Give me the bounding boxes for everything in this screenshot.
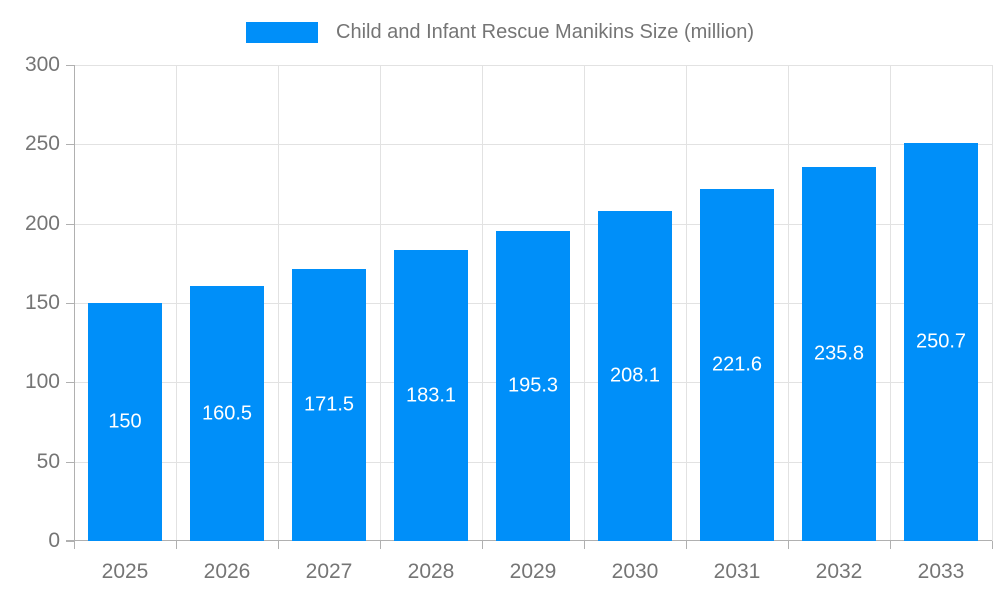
y-axis-tick <box>66 303 74 304</box>
x-axis-tick-label: 2032 <box>815 560 863 583</box>
x-axis-tick-label: 2025 <box>101 560 149 583</box>
y-axis-tick-label: 250 <box>24 132 60 156</box>
x-axis-tick <box>788 541 789 549</box>
y-axis-tick-label: 100 <box>24 370 60 394</box>
y-axis-tick <box>66 461 74 463</box>
x-axis-tick <box>278 541 279 549</box>
x-axis-tick <box>74 541 75 549</box>
x-axis-tick <box>890 541 891 549</box>
legend[interactable]: Child and Infant Rescue Manikins Size (m… <box>0 22 1000 43</box>
gridline-vertical <box>482 65 483 541</box>
bar-2029: 195.3 <box>496 231 570 541</box>
bar-value-label: 150 <box>108 410 142 433</box>
y-axis-tick-label: 200 <box>24 211 60 235</box>
bar-value-label: 195.3 <box>507 374 559 397</box>
x-axis-tick-label: 2029 <box>509 560 557 583</box>
gridline-vertical <box>380 65 381 541</box>
x-axis-tick <box>584 541 585 549</box>
x-axis-tick <box>686 541 687 549</box>
y-axis-tick <box>66 65 74 66</box>
x-axis-tick <box>482 541 483 549</box>
y-axis-tick <box>66 541 74 542</box>
bar-value-label: 160.5 <box>201 402 253 425</box>
legend-swatch-icon <box>246 22 319 43</box>
y-axis-tick <box>66 144 74 146</box>
gridline-vertical <box>584 65 585 541</box>
x-axis-tick-label: 2027 <box>305 560 353 583</box>
bar-2028: 183.1 <box>394 250 468 541</box>
legend-label: Child and Infant Rescue Manikins Size (m… <box>336 21 754 43</box>
bar-2031: 221.6 <box>700 189 774 541</box>
x-axis-tick-label: 2028 <box>407 560 455 583</box>
plot-area: 150 160.5 171.5 183.1 195.3 208.1 221.6 235.8 25… <box>66 65 993 549</box>
y-axis-tick-label: 0 <box>48 529 60 552</box>
x-axis-tick <box>992 541 993 549</box>
x-axis-tick-label: 2026 <box>203 560 251 583</box>
x-axis-tick <box>176 541 177 549</box>
gridline-vertical <box>278 65 279 541</box>
bar-value-label: 235.8 <box>813 342 865 365</box>
y-axis-tick-label: 150 <box>24 291 60 314</box>
x-axis: 2025 2026 2027 2028 2029 2030 2031 2032 2033 <box>74 559 992 589</box>
gridline-vertical <box>686 65 687 541</box>
gridline-vertical <box>992 65 993 541</box>
y-axis-tick-label: 50 <box>36 449 60 473</box>
bar-2026: 160.5 <box>190 286 264 541</box>
x-axis-tick-label: 2031 <box>713 560 761 583</box>
bar-value-label: 171.5 <box>303 393 355 416</box>
bar-value-label: 208.1 <box>609 364 661 387</box>
bar-value-label: 250.7 <box>915 330 967 353</box>
bar-2032: 235.8 <box>802 166 876 541</box>
gridline-horizontal <box>74 65 992 66</box>
y-axis-line <box>74 65 75 549</box>
x-axis-tick-label: 2033 <box>917 560 965 583</box>
y-axis: 0 50 100 150 200 250 300 <box>0 0 60 600</box>
y-axis-tick <box>66 382 74 384</box>
bar-value-label: 221.6 <box>711 353 763 376</box>
gridline-vertical <box>176 65 177 541</box>
gridline-vertical <box>890 65 891 541</box>
y-axis-tick <box>66 223 74 225</box>
bar-2025: 150 <box>88 303 162 541</box>
bar-2033: 250.7 <box>904 143 978 541</box>
gridline-horizontal <box>74 223 992 225</box>
gridline-horizontal <box>74 144 992 146</box>
x-axis-tick-label: 2030 <box>611 560 659 583</box>
gridline-vertical <box>788 65 789 541</box>
bar-2027: 171.5 <box>292 268 366 541</box>
y-axis-tick-label: 300 <box>24 53 60 76</box>
bar-2030: 208.1 <box>598 210 672 541</box>
bar-value-label: 183.1 <box>405 384 457 407</box>
x-axis-tick <box>380 541 381 549</box>
